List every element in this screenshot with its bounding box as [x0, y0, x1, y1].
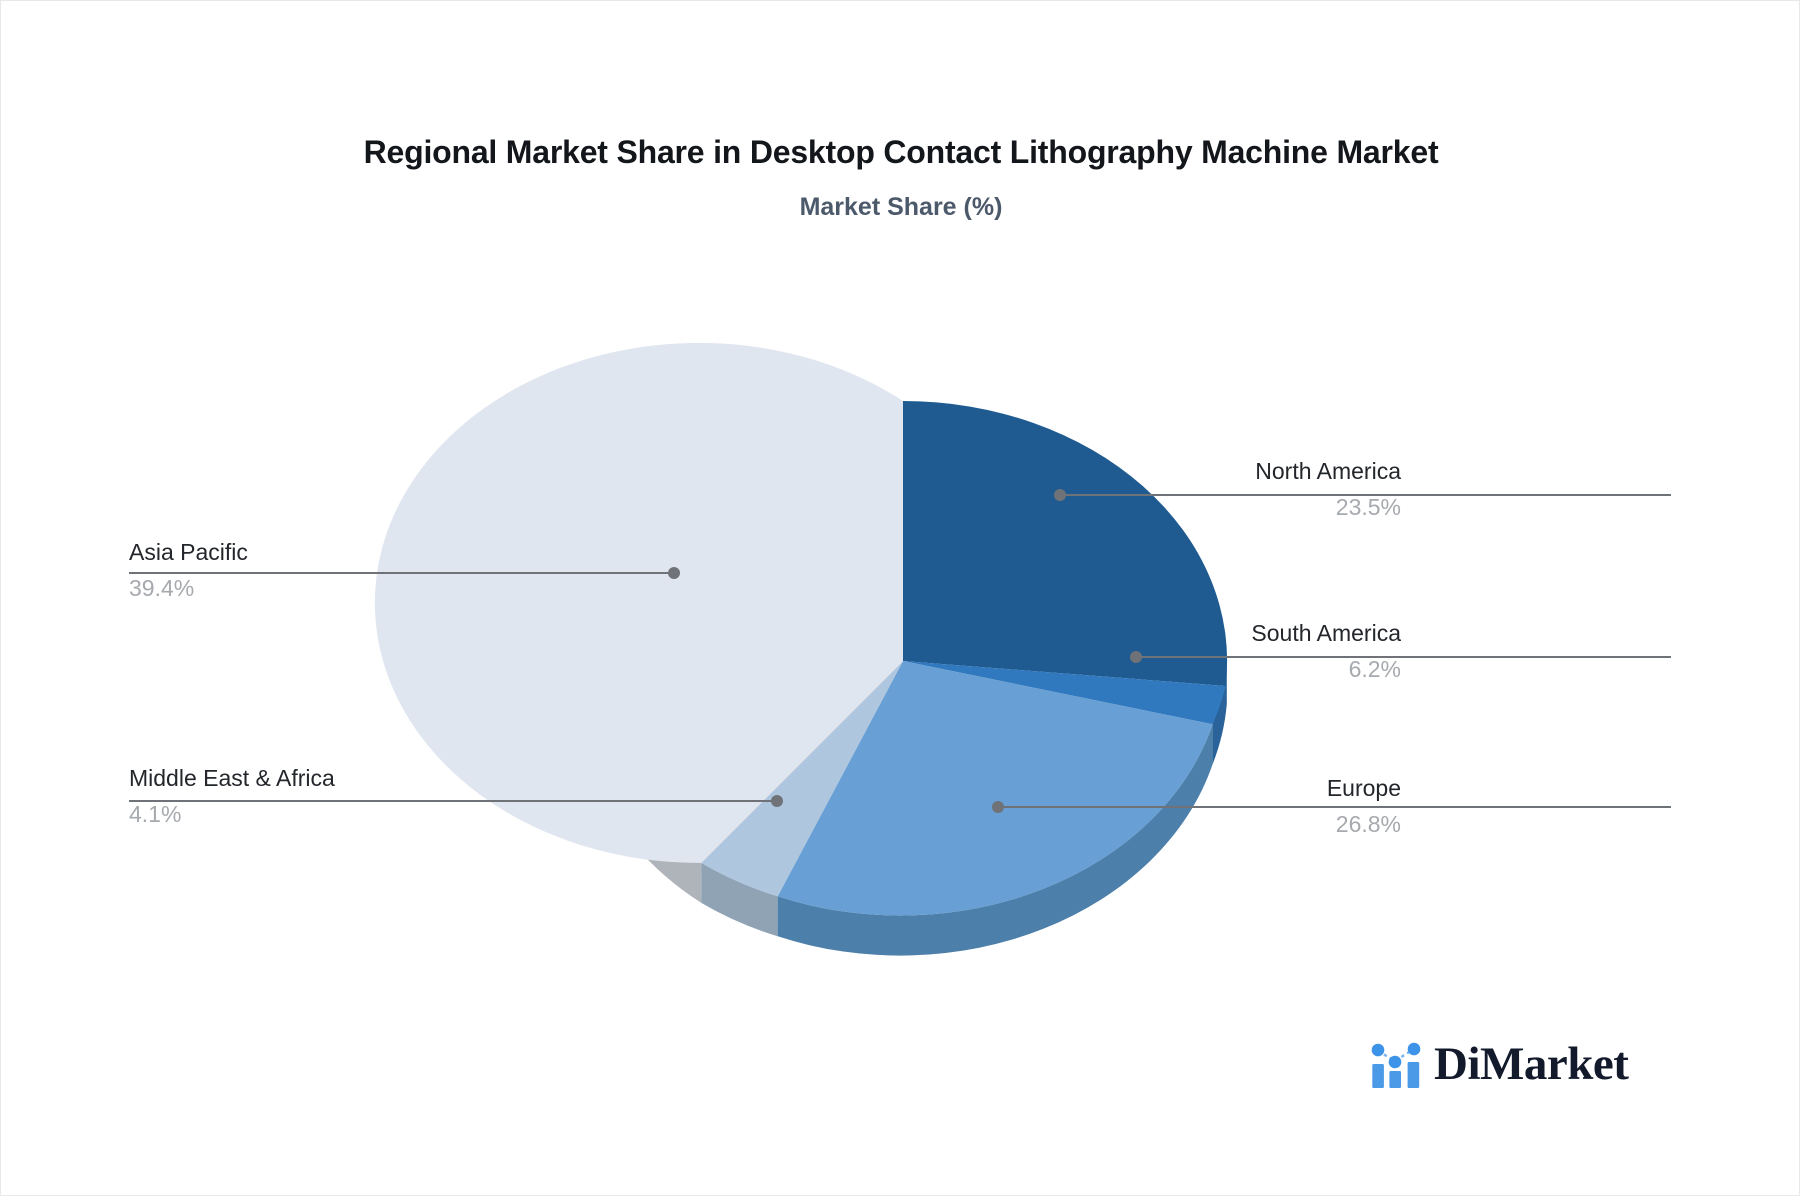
bar-chart-icon: [1371, 1042, 1421, 1088]
pie-label-name-europe: Europe: [1326, 775, 1401, 801]
leader-dot-north-america: [1054, 489, 1066, 501]
pie-side-middle-east-africa: [701, 862, 778, 937]
pie-label-south-america: South America 6.2%: [1251, 618, 1401, 684]
chart-subtitle: Market Share (%): [799, 193, 1003, 221]
leader-dots-group: [668, 489, 1142, 813]
pie-label-name-north-america: North America: [1255, 458, 1401, 484]
brand-name: DiMarket: [1434, 1038, 1629, 1090]
pie-slices-group: [374, 342, 1228, 916]
leader-dot-middle-east-africa: [771, 795, 783, 807]
pie-side-europe: [777, 724, 1213, 956]
chart-title: Regional Market Share in Desktop Contact…: [363, 134, 1439, 170]
leader-lines-group: [129, 494, 1671, 808]
pie-label-value-asia-pacific: 39.4%: [129, 575, 195, 601]
pie-slice-europe[interactable]: [777, 661, 1213, 916]
brand-logo[interactable]: DiMarket: [1369, 1038, 1629, 1090]
pie-slice-asia-pacific[interactable]: [374, 342, 904, 863]
pie-label-name-middle-east-africa: Middle East & Africa: [129, 765, 335, 791]
leader-dot-south-america: [1130, 651, 1142, 663]
pie-label-value-south-america: 6.2%: [1348, 656, 1401, 682]
leader-dot-asia-pacific: [668, 567, 680, 579]
pie-slice-middle-east-africa[interactable]: [701, 661, 903, 897]
pie-label-name-asia-pacific: Asia Pacific: [129, 539, 248, 565]
pie-slice-south-america[interactable]: [903, 661, 1226, 725]
pie-label-value-europe: 26.8%: [1335, 811, 1401, 837]
pie-label-value-north-america: 23.5%: [1335, 494, 1401, 520]
pie-label-north-america: North America 23.5%: [1255, 456, 1401, 522]
pie-label-europe: Europe 26.8%: [1327, 773, 1401, 839]
pie-label-value-middle-east-africa: 4.1%: [129, 801, 182, 827]
pie-label-name-south-america: South America: [1251, 620, 1401, 646]
pie-slice-north-america[interactable]: [903, 401, 1228, 686]
pie-label-middle-east-africa: Middle East & Africa 4.1%: [129, 763, 335, 829]
pie-label-asia-pacific: Asia Pacific 39.4%: [129, 537, 248, 603]
leader-dot-europe: [992, 801, 1004, 813]
